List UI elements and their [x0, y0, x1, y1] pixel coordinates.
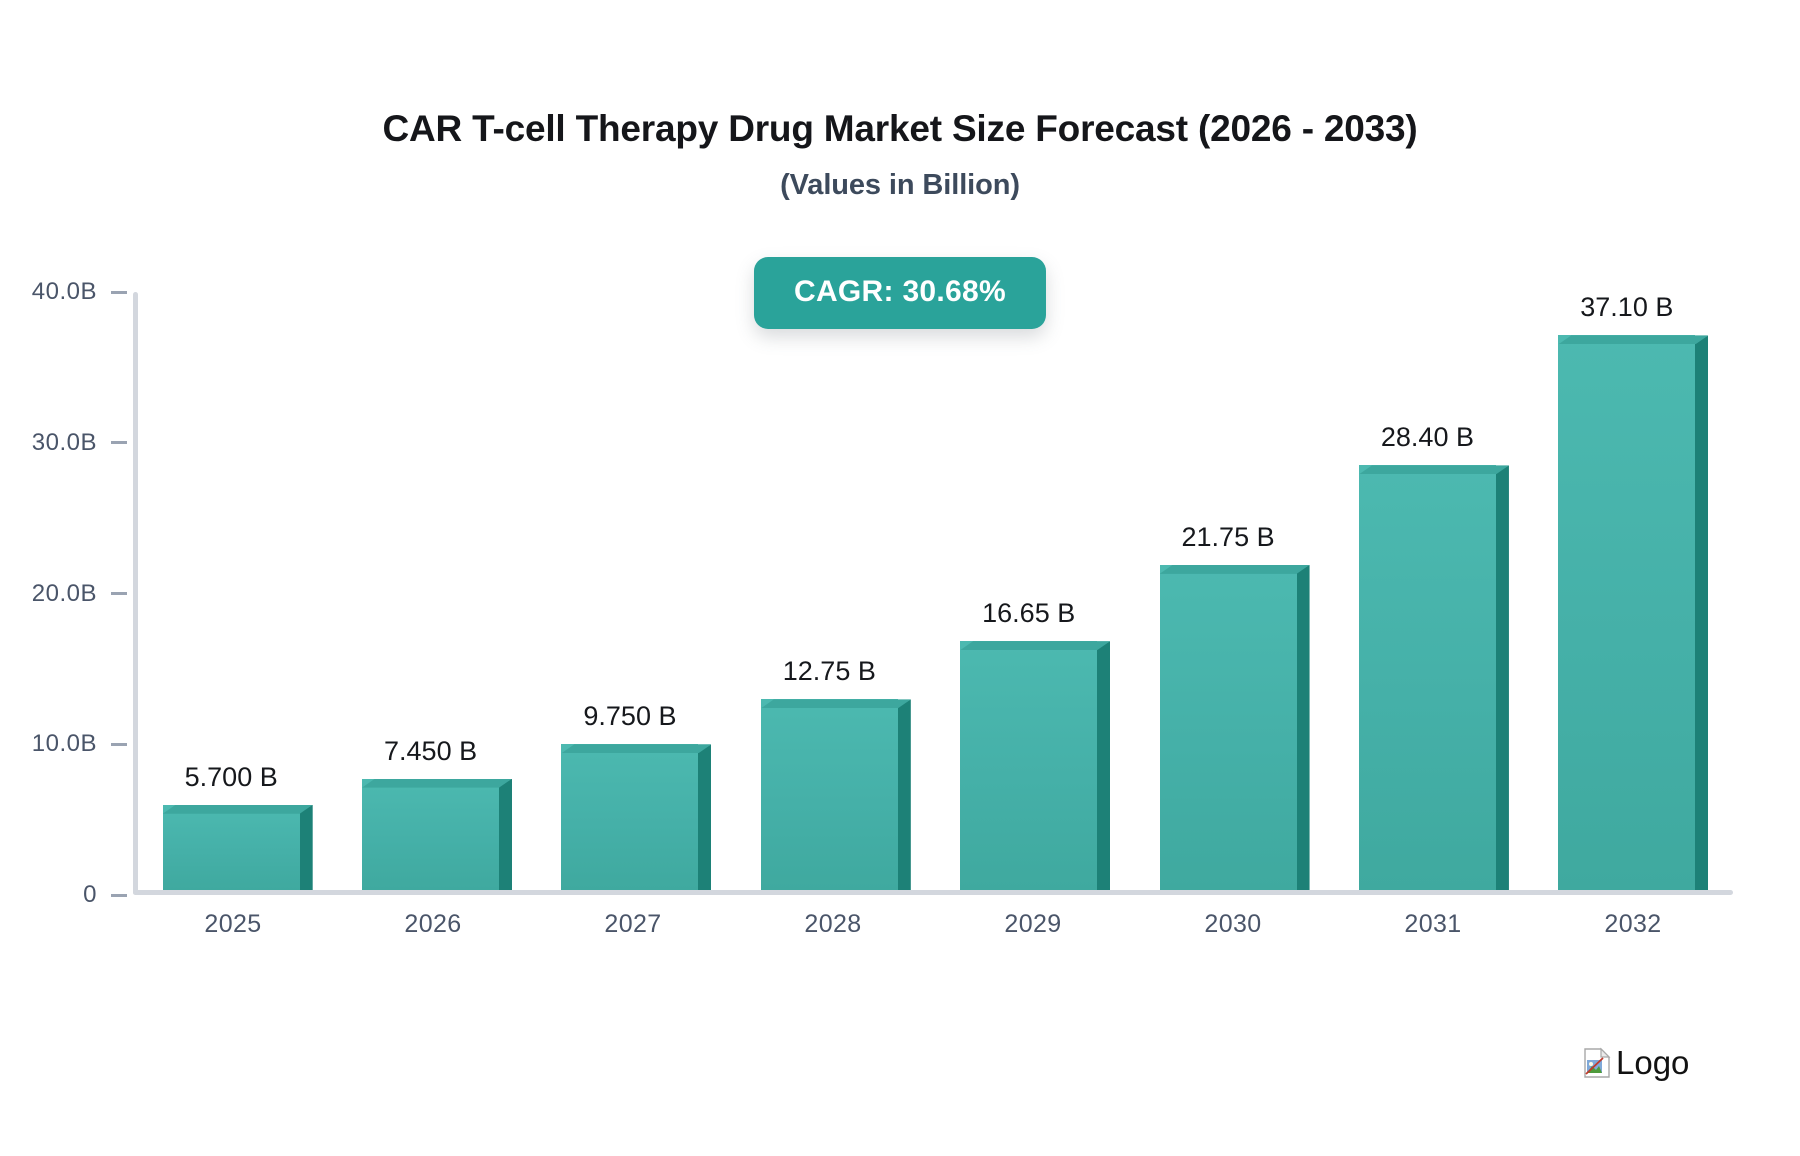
y-axis-tick: 40.0B: [32, 278, 133, 306]
plot-area: 0 10.0B 20.0B 30.0B 40.0B 5.700 B 7.450 B…: [32, 278, 1733, 908]
bar-top-face: [561, 744, 712, 754]
bar-side-face: [696, 744, 712, 890]
bar-top-face: [960, 641, 1111, 651]
x-axis-tick-label: 2032: [1604, 910, 1662, 938]
bar-value-label: 37.10 B: [1580, 292, 1674, 323]
x-axis-line: [133, 890, 1733, 895]
y-axis-tick: 10.0B: [32, 730, 133, 758]
bar-slot: 16.65 B: [936, 292, 1135, 890]
bar-top-face: [1558, 335, 1709, 345]
bar[interactable]: 37.10 B: [1558, 292, 1709, 890]
bar[interactable]: 5.700 B: [162, 762, 313, 890]
y-axis-line: [133, 292, 138, 895]
bar-value-label: 7.450 B: [384, 735, 478, 766]
bar-side-face: [1294, 564, 1310, 890]
bar-slot: 28.40 B: [1334, 292, 1533, 890]
bar-side-face: [1693, 335, 1709, 890]
bar-top-face: [1159, 564, 1310, 574]
bar[interactable]: 28.40 B: [1358, 422, 1509, 890]
bar[interactable]: 12.75 B: [760, 656, 911, 890]
x-axis-tick-label: 2030: [1204, 910, 1262, 938]
bar-side-face: [497, 778, 513, 890]
tick-mark-icon: [111, 592, 127, 595]
broken-image-icon: [1584, 1047, 1611, 1078]
cagr-badge: CAGR: 30.68%: [753, 257, 1047, 329]
bar-top-face: [162, 804, 313, 814]
bar-front-face: [960, 641, 1098, 890]
y-axis-tick: 30.0B: [32, 429, 133, 457]
page-title: CAR T-cell Therapy Drug Market Size Fore…: [382, 108, 1418, 149]
bar[interactable]: 16.65 B: [960, 598, 1111, 890]
x-axis-tick-label: 2031: [1404, 910, 1462, 938]
bar-front-face: [1159, 564, 1297, 890]
bar-slot: 12.75 B: [736, 292, 935, 890]
x-axis-tick-label: 2028: [804, 910, 862, 938]
tick-mark-icon: [111, 742, 127, 746]
x-axis-tick-label: 2029: [1004, 910, 1062, 938]
tick-mark-icon: [111, 893, 127, 897]
bar-front-face: [362, 778, 500, 890]
bar-slot: 7.450 B: [337, 292, 536, 890]
bar-front-face: [760, 699, 898, 890]
bar-value-label: 5.700 B: [184, 761, 278, 792]
bar-front-face: [1558, 335, 1696, 890]
y-axis-tick: 0: [83, 881, 133, 909]
bar-top-face: [760, 699, 911, 709]
chart-header: CAR T-cell Therapy Drug Market Size Fore…: [0, 108, 1800, 202]
logo-alt-text: Logo: [1616, 1044, 1690, 1081]
y-axis-tick-label: 10.0B: [31, 730, 97, 758]
x-axis-tick-label: 2026: [404, 910, 462, 938]
bar-front-face: [561, 744, 699, 890]
bar-value-label: 9.750 B: [583, 701, 677, 732]
bar-front-face: [1358, 465, 1496, 890]
logo: Logo: [1582, 1046, 1689, 1079]
bar[interactable]: 21.75 B: [1159, 522, 1310, 890]
bar[interactable]: 7.450 B: [362, 736, 513, 890]
bar-value-label: 28.40 B: [1380, 422, 1474, 453]
bar-side-face: [297, 804, 313, 890]
y-axis-tick-label: 0: [83, 881, 97, 908]
bar-slot: 37.10 B: [1534, 292, 1733, 890]
bar[interactable]: 9.750 B: [561, 701, 712, 890]
bar-front-face: [162, 804, 300, 890]
bar-side-face: [895, 699, 911, 890]
y-axis-tick-label: 20.0B: [31, 579, 97, 607]
bar-slot: 9.750 B: [537, 292, 736, 890]
x-axis-tick-label: 2025: [204, 910, 262, 938]
x-axis-labels: 2025 2026 2027 2028 2029 2030 2031 2032: [133, 910, 1733, 939]
bar-side-face: [1493, 465, 1509, 890]
bar-value-label: 21.75 B: [1181, 521, 1275, 552]
y-axis-tick-label: 40.0B: [31, 278, 97, 305]
tick-mark-icon: [111, 290, 127, 294]
tick-mark-icon: [111, 441, 127, 445]
bar-top-face: [362, 778, 513, 788]
bar-series: 5.700 B 7.450 B 9.750 B 12.75 B 16.65 B 21.75…: [138, 292, 1733, 890]
y-axis-tick-label: 30.0B: [31, 428, 97, 456]
bar-value-label: 16.65 B: [982, 598, 1076, 629]
bar-side-face: [1095, 641, 1111, 890]
bar-slot: 5.700 B: [138, 292, 337, 890]
chart-subtitle: (Values in Billion): [780, 168, 1020, 201]
bar-slot: 21.75 B: [1135, 292, 1334, 890]
x-axis-tick-label: 2027: [604, 910, 662, 938]
bar-value-label: 12.75 B: [782, 656, 876, 687]
bar-top-face: [1358, 465, 1509, 475]
y-axis-tick: 20.0B: [32, 580, 133, 608]
